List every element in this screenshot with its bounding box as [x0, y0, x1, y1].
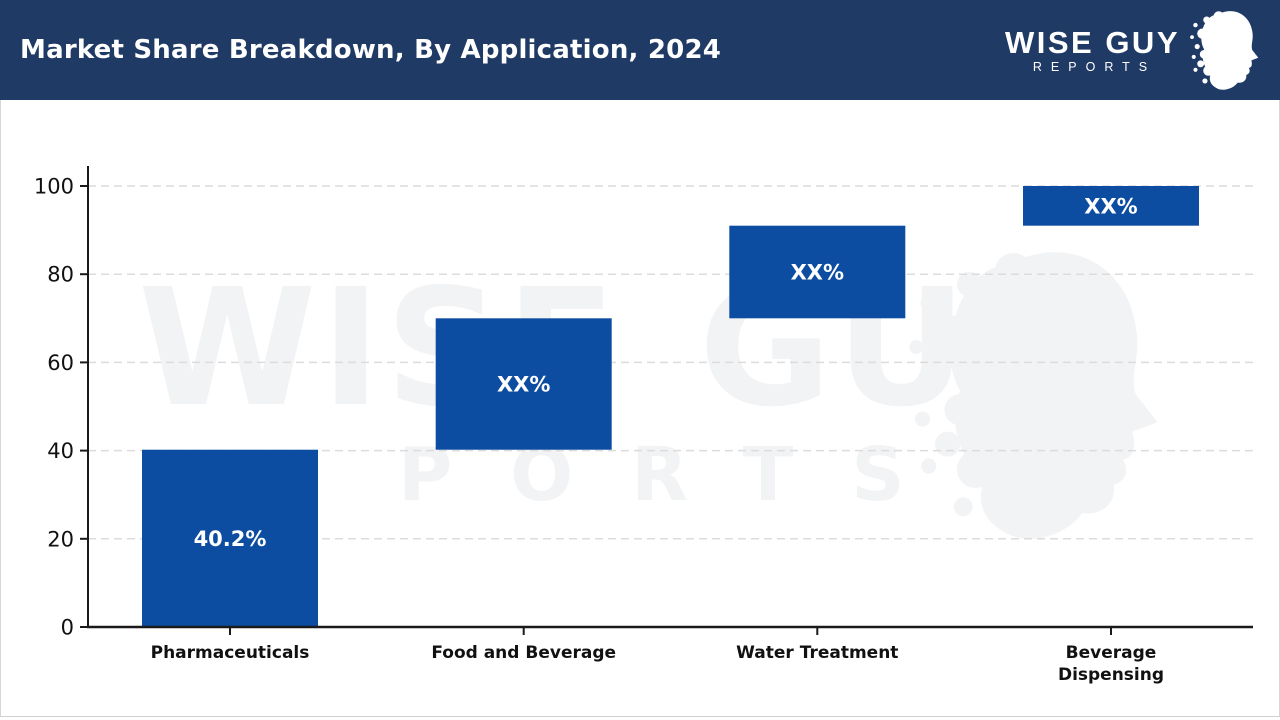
frame-left-border: [0, 100, 1, 716]
bar-food-and-beverage: [435, 318, 612, 450]
y-tick-label-60: 60: [47, 351, 74, 375]
logo-text: WISE GUY REPORTS: [1005, 27, 1180, 74]
header-bar: Market Share Breakdown, By Application, …: [0, 0, 1280, 100]
bar-beverage-dispensing: [1023, 186, 1199, 226]
y-tick-label-80: 80: [47, 263, 74, 287]
y-tick-label-100: 100: [34, 175, 74, 199]
x-tick-label-pharmaceuticals: Pharmaceuticals: [151, 643, 310, 663]
bar-water-treatment: [729, 225, 906, 319]
wise-guy-reports-logo: WISE GUY REPORTS: [1005, 7, 1262, 93]
bar-value-label-water-treatment: XX%: [791, 260, 844, 284]
bar-pharmaceuticals: [142, 449, 318, 627]
bar-value-label-beverage-dispensing: XX%: [1084, 194, 1137, 218]
page-title: Market Share Breakdown, By Application, …: [20, 35, 722, 65]
bar-value-label-pharmaceuticals: 40.2%: [194, 527, 267, 551]
x-tick-label-beverage-dispensing: Beverage Dispensing: [1058, 643, 1164, 685]
y-tick-label-40: 40: [47, 439, 74, 463]
x-tick-label-water-treatment: Water Treatment: [736, 643, 898, 663]
y-tick-label-20: 20: [47, 527, 74, 551]
logo-reports-label: REPORTS: [1032, 59, 1157, 74]
frame-bottom-border: [0, 716, 1280, 717]
logo-wiseguy-label: WISE GUY: [1004, 24, 1180, 60]
logo-head-icon: [1190, 11, 1259, 90]
bar-value-label-food-and-beverage: XX%: [497, 373, 550, 397]
y-tick-label-0: 0: [61, 616, 74, 640]
x-tick-label-food-and-beverage: Food and Beverage: [431, 643, 616, 663]
